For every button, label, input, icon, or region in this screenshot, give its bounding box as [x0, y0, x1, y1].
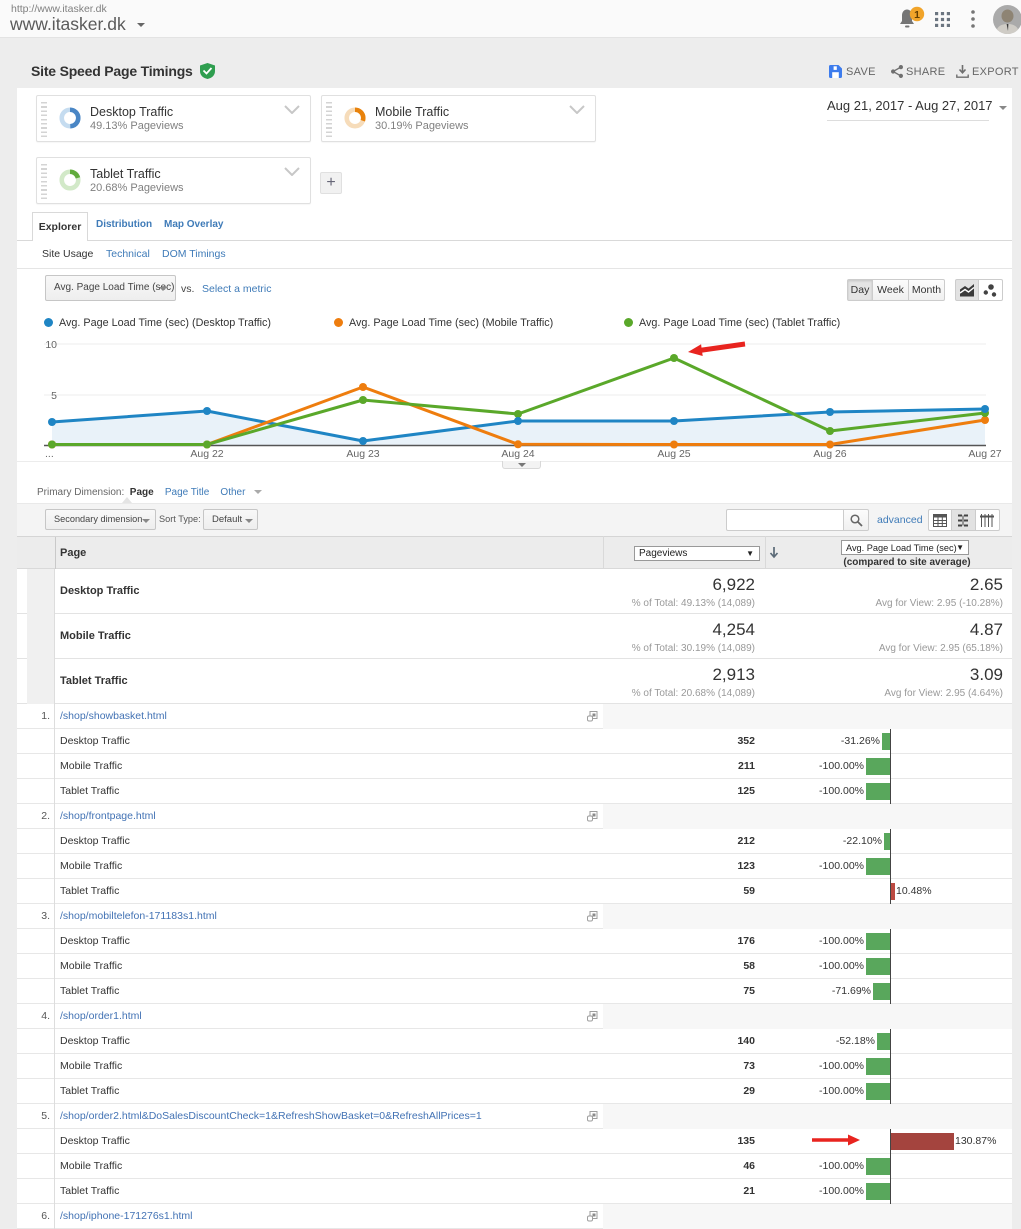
svg-text:10: 10 [45, 339, 57, 351]
svg-text:5: 5 [51, 390, 57, 402]
svg-text:...: ... [45, 448, 54, 460]
svg-text:Aug 25: Aug 25 [657, 448, 690, 460]
svg-text:Aug 26: Aug 26 [813, 448, 846, 460]
svg-text:Aug 24: Aug 24 [501, 448, 534, 460]
svg-text:Aug 23: Aug 23 [346, 448, 379, 460]
svg-text:1: 1 [914, 9, 920, 21]
svg-text:Aug 27: Aug 27 [968, 448, 1001, 460]
svg-text:Aug 22: Aug 22 [190, 448, 223, 460]
